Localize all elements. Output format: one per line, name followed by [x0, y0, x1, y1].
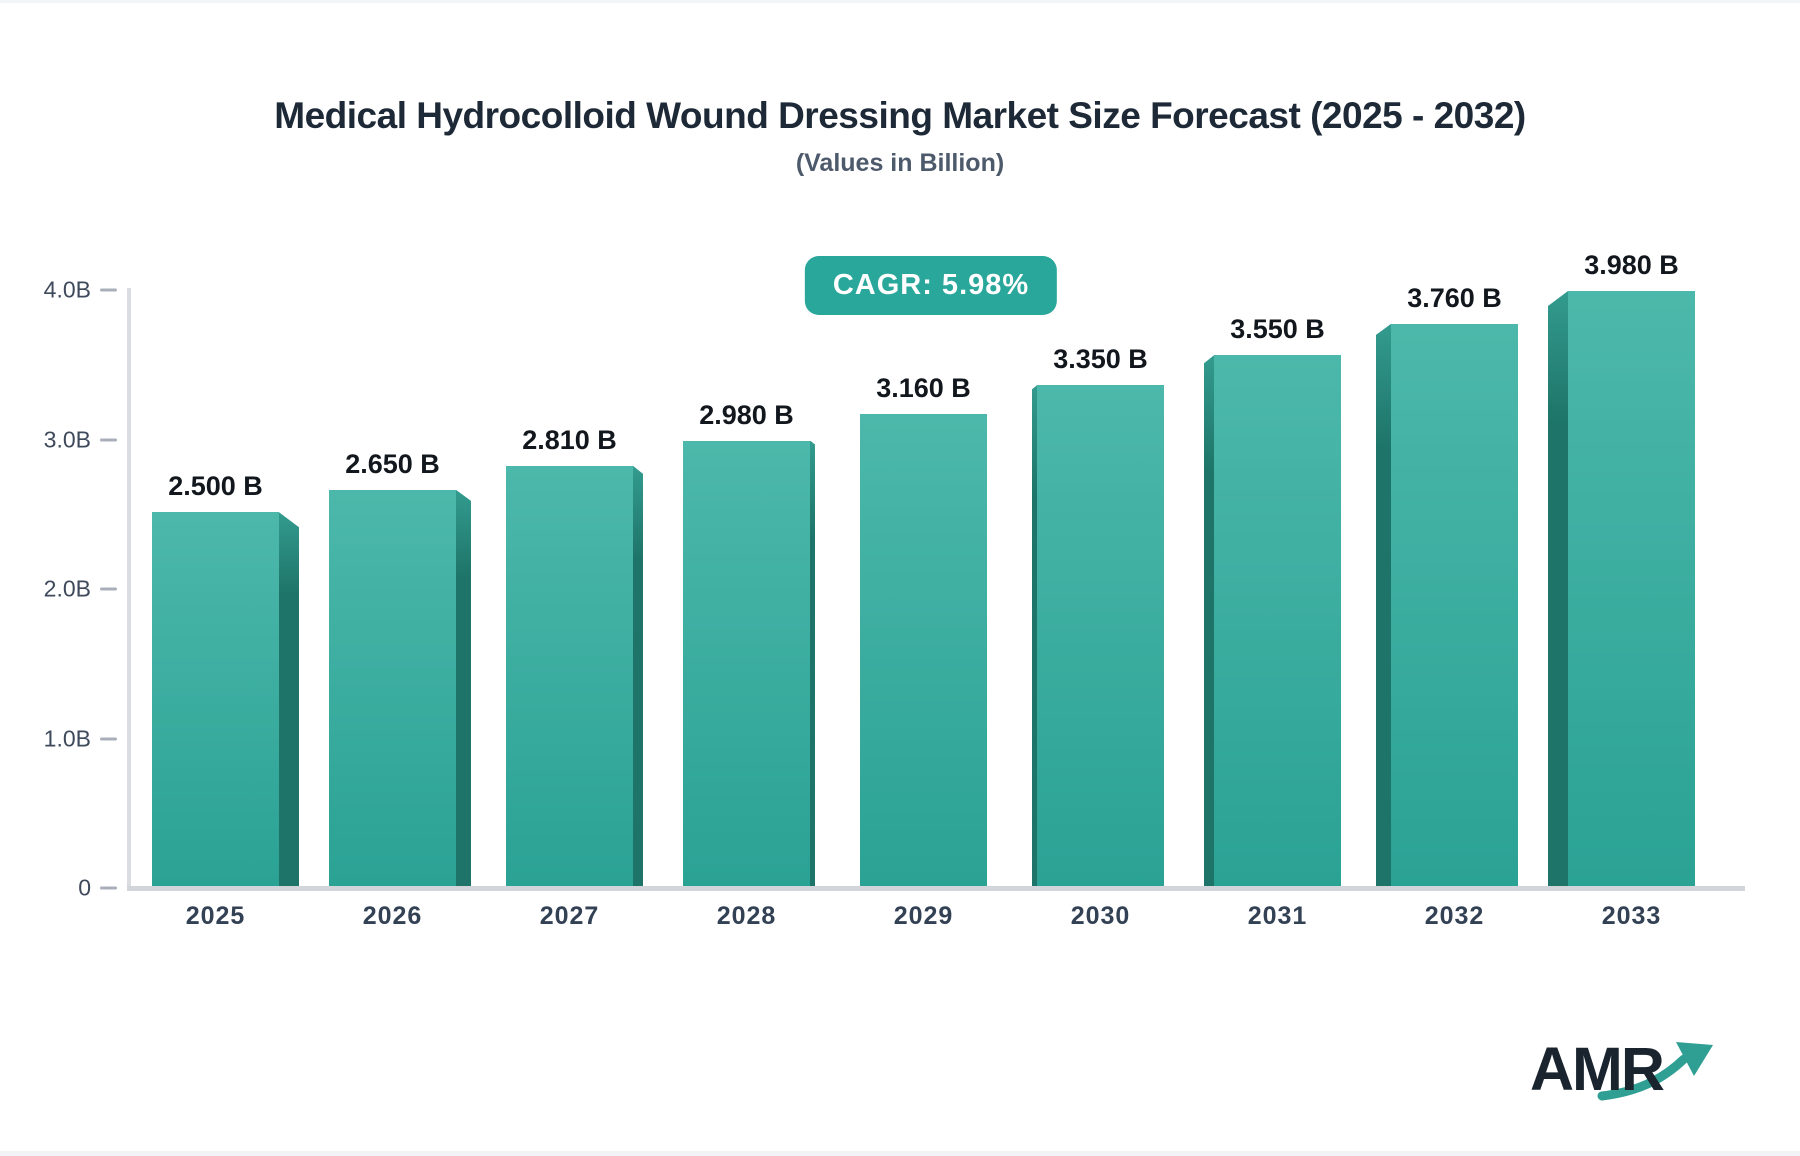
y-tick: 4.0B — [39, 277, 117, 304]
brand-logo: AMR — [1530, 1034, 1760, 1109]
bottom-border — [0, 1151, 1800, 1156]
bar-value-label: 2.500 B — [168, 471, 263, 502]
bar-value-label: 3.550 B — [1230, 314, 1325, 345]
bar-column: 3.550 B — [1189, 288, 1366, 886]
y-tick-dash — [100, 438, 117, 441]
bar-column: 2.650 B — [304, 288, 481, 886]
bar-front-face — [683, 440, 810, 886]
chart-subtitle: (Values in Billion) — [795, 149, 1005, 177]
x-axis-label: 2025 — [185, 902, 246, 930]
bar-front-face — [329, 489, 456, 886]
bar-front-face — [1037, 385, 1164, 886]
bar-front-face — [1391, 323, 1518, 886]
y-tick-label: 4.0B — [43, 276, 91, 303]
bar-2032: 3.760 B — [1376, 283, 1518, 886]
brand-text: AMR — [1530, 1035, 1665, 1103]
cagr-badge: CAGR: 5.98% — [804, 256, 1058, 315]
bar-column: 3.160 B — [835, 288, 1012, 886]
bar-side-face — [1376, 323, 1391, 886]
bar-column: 3.350 B — [1012, 288, 1189, 886]
y-tick: 0 — [39, 875, 117, 902]
top-border — [0, 0, 1800, 3]
y-axis-line — [127, 288, 131, 888]
y-tick-label: 2.0B — [43, 575, 91, 602]
x-axis-label: 2027 — [539, 902, 600, 930]
bar-2027: 2.810 B — [506, 425, 643, 886]
y-tick-label: 3.0B — [43, 426, 91, 452]
x-axis-label: 2029 — [893, 902, 954, 930]
x-axis-label: 2032 — [1424, 902, 1485, 930]
y-tick-label: 1.0B — [43, 725, 91, 751]
bar-side-face — [810, 440, 815, 886]
bar-side-face — [1204, 355, 1214, 886]
y-tick-dash — [100, 886, 117, 890]
x-axis-line — [127, 886, 1745, 891]
bar-value-label: 3.350 B — [1053, 344, 1148, 375]
bar-2029: 3.160 B — [860, 373, 987, 886]
y-tick-dash — [100, 737, 117, 740]
x-axis-label: 2026 — [362, 902, 423, 930]
bar-column: 2.810 B — [481, 288, 658, 886]
y-tick-label: 0 — [78, 874, 91, 901]
x-axis-label: 2030 — [1070, 902, 1131, 930]
chart-title: Medical Hydrocolloid Wound Dressing Mark… — [274, 95, 1526, 136]
bar-value-label: 3.980 B — [1584, 250, 1679, 280]
bar-side-face — [633, 465, 643, 886]
bar-side-face — [456, 489, 471, 886]
bar-column: 2.500 B — [127, 288, 304, 886]
x-axis-label: 2033 — [1601, 902, 1662, 930]
bar-column: 3.760 B — [1366, 283, 1543, 886]
y-tick: 2.0B — [39, 576, 117, 603]
bar-column: 3.980 B — [1543, 250, 1720, 886]
bar-front-face — [152, 512, 279, 886]
bar-value-label: 3.160 B — [876, 372, 971, 403]
x-axis-label: 2028 — [716, 902, 777, 930]
bar-side-face — [1548, 291, 1568, 886]
bar-side-face — [279, 512, 299, 886]
bar-2028: 2.980 B — [683, 400, 815, 886]
bar-value-label: 2.810 B — [522, 424, 617, 455]
bar-side-face — [1032, 385, 1037, 886]
bars-container: 2.500 B 2.650 B 2.810 B 2.980 B 3.160 B 3.350… — [127, 250, 1720, 886]
x-axis-labels: 2025 2026 2027 2028 2029 2030 2031 2032 2033 — [127, 902, 1720, 931]
growth-arrow-icon — [1597, 1042, 1713, 1101]
bar-2033: 3.980 B — [1548, 250, 1695, 886]
bar-2026: 2.650 B — [329, 449, 471, 886]
y-tick-dash — [100, 288, 117, 292]
bar-value-label: 3.760 B — [1407, 282, 1502, 313]
bar-column: 2.980 B — [658, 288, 835, 886]
x-axis-label: 2031 — [1247, 902, 1308, 930]
bar-front-face — [506, 465, 633, 886]
bar-2030: 3.350 B — [1032, 344, 1164, 886]
bar-value-label: 2.650 B — [345, 448, 440, 479]
y-tick-dash — [100, 587, 117, 591]
bar-front-face — [1214, 355, 1341, 886]
bar-front-face — [860, 413, 987, 886]
bar-value-label: 2.980 B — [699, 399, 794, 430]
y-tick: 1.0B — [39, 725, 117, 752]
bar-2025: 2.500 B — [152, 471, 299, 886]
bar-front-face — [1568, 291, 1695, 886]
y-tick: 3.0B — [39, 426, 117, 453]
bar-2031: 3.550 B — [1204, 314, 1341, 886]
